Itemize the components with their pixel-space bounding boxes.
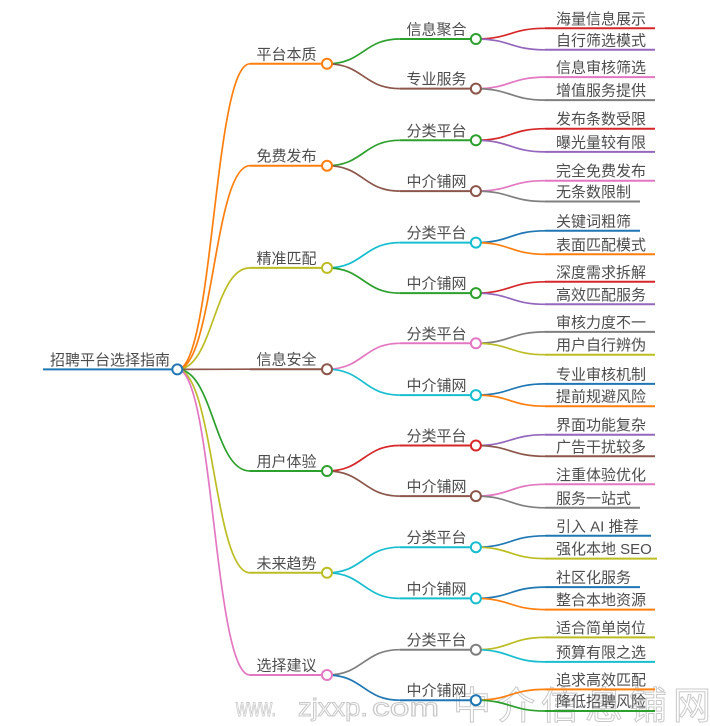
svg-text:选择建议: 选择建议 [257, 658, 317, 675]
svg-text:追求高效匹配: 追求高效匹配 [556, 672, 646, 689]
svg-text:社区化服务: 社区化服务 [556, 570, 631, 587]
svg-text:专业服务: 专业服务 [407, 71, 467, 88]
svg-text:分类平台: 分类平台 [407, 326, 467, 343]
svg-text:整合本地资源: 整合本地资源 [556, 592, 646, 609]
svg-text:信息审核筛选: 信息审核筛选 [556, 60, 646, 77]
svg-text:用户体验: 用户体验 [257, 454, 317, 471]
svg-text:强化本地 SEO: 强化本地 SEO [556, 541, 652, 558]
svg-text:预算有限之选: 预算有限之选 [556, 643, 646, 661]
svg-text:自行筛选模式: 自行筛选模式 [556, 32, 646, 49]
svg-text:海量信息展示: 海量信息展示 [556, 11, 646, 28]
svg-text:中介铺网: 中介铺网 [407, 479, 467, 496]
svg-text:曝光量较有限: 曝光量较有限 [556, 133, 646, 151]
svg-text:适合简单岗位: 适合简单岗位 [556, 620, 646, 637]
svg-text:zjxxp.: zjxxp. [298, 694, 368, 722]
svg-text:中介铺网: 中介铺网 [407, 683, 467, 700]
svg-text:信息聚合: 信息聚合 [407, 22, 467, 39]
svg-text:引入 AI 推荐: 引入 AI 推荐 [556, 518, 639, 535]
svg-text:增值服务提供: 增值服务提供 [556, 83, 646, 100]
svg-text:广告干扰较多: 广告干扰较多 [556, 438, 646, 456]
svg-text:界面功能复杂: 界面功能复杂 [556, 416, 646, 434]
svg-text:精准匹配: 精准匹配 [257, 250, 317, 267]
svg-text:中介铺网: 中介铺网 [407, 174, 467, 191]
svg-text:分类平台: 分类平台 [407, 530, 467, 547]
svg-text:信息安全: 信息安全 [257, 351, 317, 369]
svg-text:深度需求拆解: 深度需求拆解 [556, 264, 646, 281]
svg-text:审核力度不一: 审核力度不一 [556, 314, 646, 331]
svg-text:平台本质: 平台本质 [257, 46, 317, 63]
svg-text:无条数限制: 无条数限制 [556, 184, 631, 201]
svg-text:分类平台: 分类平台 [407, 123, 467, 140]
svg-text:关键词粗筛: 关键词粗筛 [556, 213, 631, 230]
svg-text:高效匹配服务: 高效匹配服务 [556, 287, 646, 304]
svg-text:表面匹配模式: 表面匹配模式 [556, 237, 646, 254]
svg-text:中介铺网: 中介铺网 [407, 378, 467, 395]
svg-text:完全免费发布: 完全免费发布 [556, 162, 646, 180]
svg-text:分类平台: 分类平台 [407, 632, 467, 649]
svg-text:分类平台: 分类平台 [407, 428, 467, 445]
svg-text:提前规避风险: 提前规避风险 [556, 389, 646, 406]
svg-text:免费发布: 免费发布 [257, 148, 317, 165]
svg-text:中介信息铺网: 中介信息铺网 [453, 686, 710, 726]
svg-text:招聘平台选择指南: 招聘平台选择指南 [50, 352, 170, 369]
svg-text:降低招聘风险: 降低招聘风险 [556, 694, 646, 711]
svg-text:发布条数受限: 发布条数受限 [556, 111, 646, 128]
svg-text:未来趋势: 未来趋势 [257, 555, 317, 572]
svg-text:www.: www. [235, 694, 276, 722]
svg-text:专业审核机制: 专业审核机制 [556, 366, 646, 383]
svg-text:中介铺网: 中介铺网 [407, 581, 467, 598]
svg-text:分类平台: 分类平台 [407, 225, 467, 242]
svg-text:用户自行辨伪: 用户自行辨伪 [556, 337, 646, 354]
svg-text:注重体验优化: 注重体验优化 [556, 467, 646, 484]
svg-text:中介铺网: 中介铺网 [407, 276, 467, 293]
svg-text:服务一站式: 服务一站式 [556, 490, 631, 507]
